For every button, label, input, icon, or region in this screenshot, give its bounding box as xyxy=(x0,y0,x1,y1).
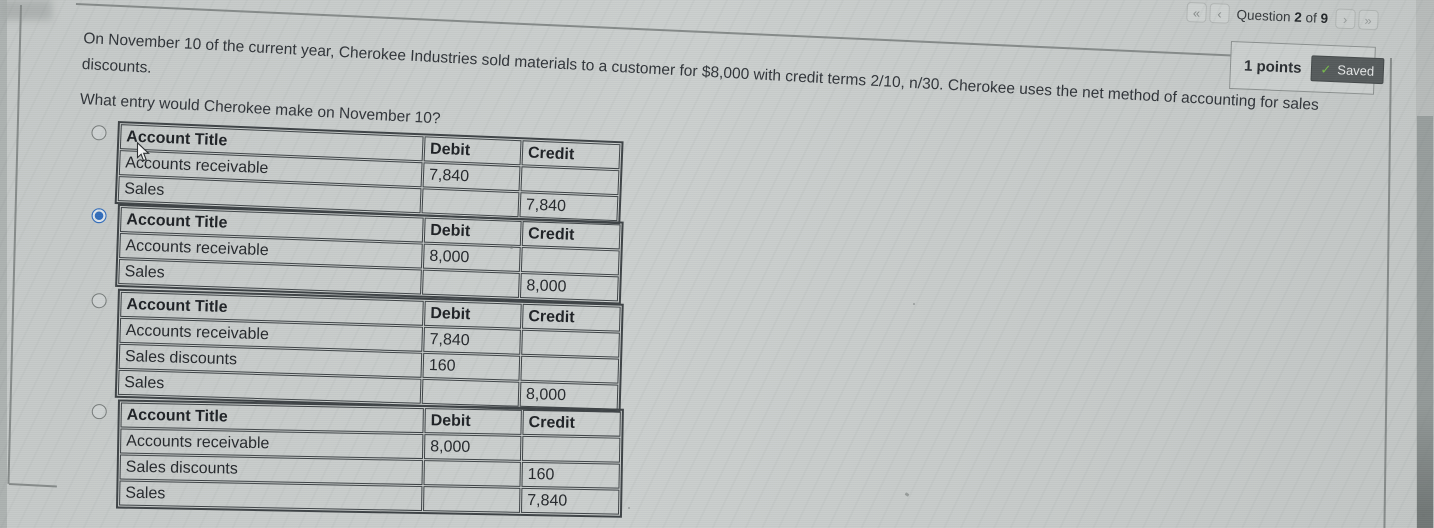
points-label: 1 points xyxy=(1243,57,1302,77)
chevron-right-icon: › xyxy=(1342,11,1348,27)
points-box: 1 points ✓ Saved xyxy=(1229,41,1385,95)
col-header-debit: Debit xyxy=(424,408,522,435)
cell-debit: 7,840 xyxy=(422,162,521,192)
cell-credit: 7,840 xyxy=(520,487,620,515)
screen-edge-strip xyxy=(0,0,7,528)
col-header-credit: Credit xyxy=(522,409,621,437)
answer-option-3: Account Title Debit Credit Accounts rece… xyxy=(89,288,624,413)
cell-debit xyxy=(422,269,520,298)
col-header-debit: Debit xyxy=(423,217,522,246)
panel-left-border xyxy=(7,5,22,484)
photo-shadow xyxy=(0,0,52,20)
answer-option-4: Account Title Debit Credit Accounts rece… xyxy=(90,399,624,518)
cell-credit: 160 xyxy=(521,461,620,489)
cell-account: Sales xyxy=(119,480,423,512)
option-4-journal-table: Account Title Debit Credit Accounts rece… xyxy=(115,399,624,518)
first-question-button[interactable]: « xyxy=(1187,3,1206,22)
col-header-credit: Credit xyxy=(521,221,621,250)
option-3-radio[interactable] xyxy=(91,292,107,309)
question-nav: « ‹ Question 2 of 9 › » xyxy=(1187,3,1378,30)
cell-debit: 160 xyxy=(422,352,521,381)
cell-debit: 7,840 xyxy=(423,326,521,355)
question-counter-label: Question xyxy=(1236,6,1291,24)
cell-credit: 7,840 xyxy=(519,192,619,222)
cell-debit xyxy=(421,188,520,218)
option-2-radio[interactable] xyxy=(91,207,107,224)
option-2-journal-table: Account Title Debit Credit Accounts rece… xyxy=(115,203,624,305)
cell-credit xyxy=(520,166,620,196)
double-chevron-right-icon: » xyxy=(1364,12,1373,28)
vertical-scrollbar[interactable] xyxy=(1416,0,1434,528)
option-3-journal-table: Account Title Debit Credit Accounts rece… xyxy=(114,288,624,413)
next-question-button[interactable]: › xyxy=(1335,9,1355,29)
option-1-radio[interactable] xyxy=(91,124,107,141)
cell-credit xyxy=(521,329,620,358)
cell-credit xyxy=(520,355,620,384)
col-header-credit: Credit xyxy=(521,303,621,332)
cell-credit: 8,000 xyxy=(519,273,619,302)
chevron-left-icon: ‹ xyxy=(1217,5,1223,21)
question-counter-total: 9 xyxy=(1320,10,1329,26)
cell-credit xyxy=(520,247,620,276)
question-counter: Question 2 of 9 xyxy=(1233,7,1331,26)
cell-credit xyxy=(521,435,621,463)
cell-debit: 8,000 xyxy=(423,434,522,461)
panel-corner-border xyxy=(8,483,57,488)
cell-debit xyxy=(423,460,521,487)
previous-question-button[interactable]: ‹ xyxy=(1210,4,1229,23)
cell-debit xyxy=(421,378,520,407)
col-header-debit: Debit xyxy=(423,136,522,166)
option-4-radio[interactable] xyxy=(91,403,107,420)
cell-credit: 8,000 xyxy=(519,381,619,410)
col-header-credit: Credit xyxy=(521,140,621,170)
col-header-debit: Debit xyxy=(424,300,522,329)
cell-debit xyxy=(423,486,521,513)
double-chevron-left-icon: « xyxy=(1192,4,1201,21)
cell-debit: 8,000 xyxy=(422,243,521,272)
mouse-cursor-icon xyxy=(136,141,150,168)
scrollbar-thumb[interactable] xyxy=(1417,116,1433,528)
saved-badge-label: Saved xyxy=(1337,61,1375,79)
panel-right-border xyxy=(1383,58,1392,528)
question-counter-of: of xyxy=(1305,9,1318,26)
saved-badge: ✓ Saved xyxy=(1309,55,1385,85)
question-counter-current: 2 xyxy=(1293,9,1303,25)
answer-option-2: Account Title Debit Credit Accounts rece… xyxy=(89,203,624,305)
check-icon: ✓ xyxy=(1320,61,1332,77)
last-question-button[interactable]: » xyxy=(1358,10,1378,30)
